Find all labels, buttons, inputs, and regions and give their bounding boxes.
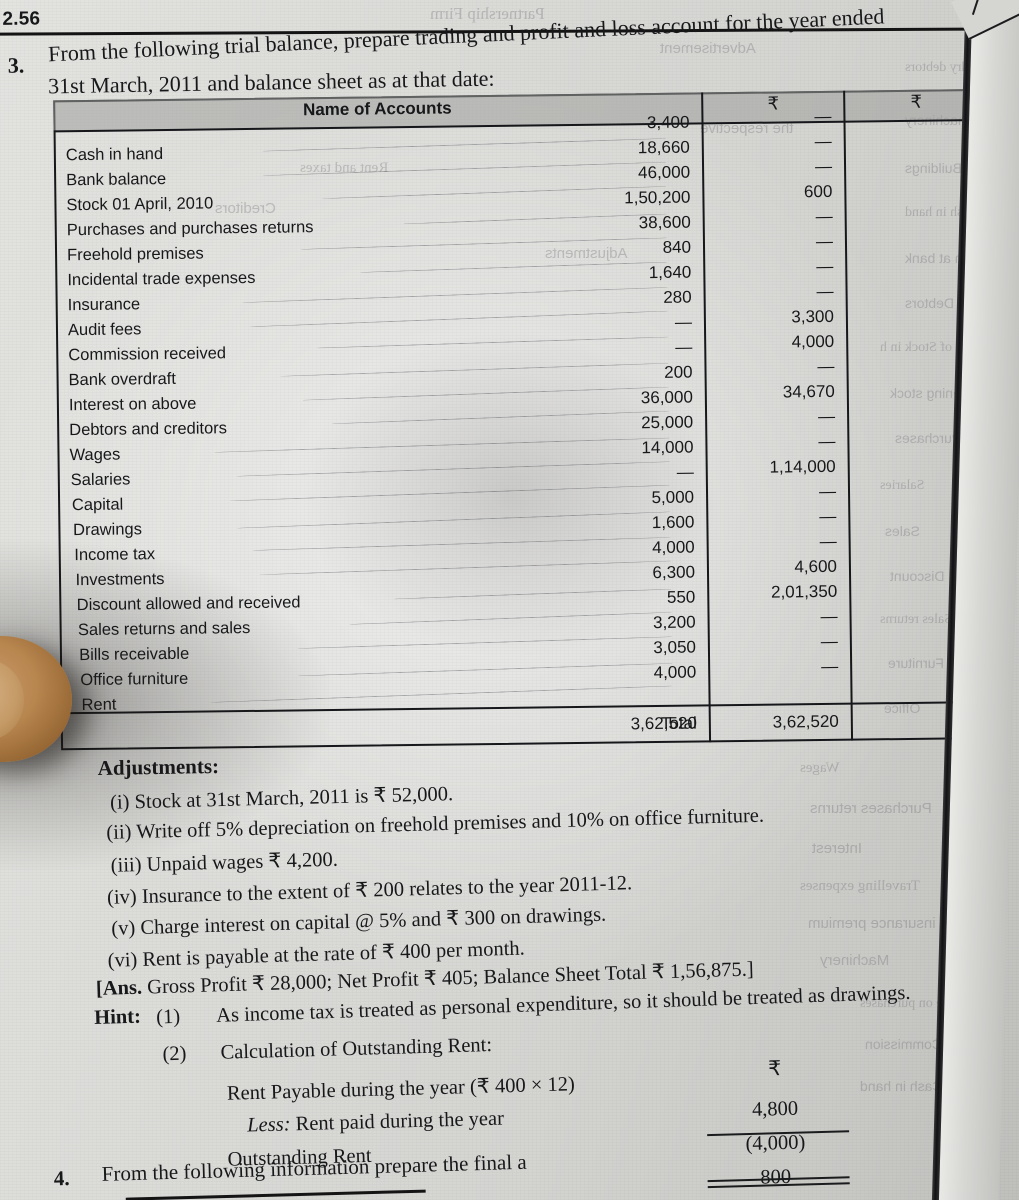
hint-currency-header: ₹ [767, 1058, 782, 1081]
account-name: Cash in hand [65, 145, 164, 165]
credit-amount: 4,000 [791, 331, 835, 352]
credit-amount: — [818, 481, 837, 502]
account-name: Bank overdraft [68, 369, 177, 390]
calc-line-label: Less: Rent paid during the year [246, 1107, 505, 1137]
credit-amount: 2,01,350 [770, 581, 838, 602]
debit-amount: — [674, 312, 693, 332]
next-question-table-edge [125, 1189, 426, 1200]
account-name: Wages [69, 445, 121, 465]
debit-amount: 200 [664, 362, 693, 382]
credit-amount: — [821, 656, 839, 677]
adjustment-item: (i) Stock at 31st March, 2011 is ₹ 52,00… [109, 783, 454, 814]
adjustment-item: (iii) Unpaid wages ₹ 4,200. [110, 848, 339, 877]
trial-balance-table: Name of Accounts ₹ ₹ Cash in hand 3,400— B… [53, 89, 980, 751]
credit-amount: — [815, 231, 834, 252]
account-name: Investments [75, 570, 165, 590]
credit-amount: — [820, 606, 838, 627]
total-credit-amount: 3,62,520 [772, 711, 839, 732]
account-name: Bills receivable [79, 644, 190, 665]
credit-amount: — [820, 631, 838, 652]
debit-amount: 6,300 [652, 562, 696, 583]
debit-amount: 25,000 [641, 412, 694, 433]
debit-amount: 5,000 [651, 487, 695, 508]
debit-amount: 1,50,200 [624, 187, 691, 208]
credit-amount: — [816, 256, 834, 277]
debit-amount: 3,200 [652, 612, 696, 633]
credit-amount: — [819, 531, 837, 552]
account-name: Freehold premises [66, 244, 204, 265]
credit-amount: 600 [803, 181, 833, 202]
hint-item-1-number: (1) [155, 1005, 181, 1029]
debit-amount: 840 [662, 237, 692, 257]
account-name: Stock 01 April, 2010 [66, 194, 214, 215]
debit-amount: 550 [666, 587, 696, 607]
pencil-underline [210, 685, 673, 703]
page-folio-number: 2.56 [2, 8, 41, 30]
account-name: Interest on above [68, 394, 197, 415]
credit-amount: 4,600 [794, 556, 838, 577]
credit-amount: — [819, 506, 837, 527]
total-debit-amount: 3,62,520 [630, 713, 697, 734]
debit-amount: — [675, 337, 693, 357]
calc-line-amount: 4,800 [751, 1097, 799, 1121]
credit-amount: — [818, 431, 836, 452]
debit-amount: 36,000 [640, 387, 693, 408]
debit-amount: 1,640 [648, 262, 692, 283]
account-name: Salaries [70, 470, 131, 490]
debit-amount: 38,600 [638, 212, 691, 233]
credit-amount: 34,670 [782, 381, 835, 402]
account-name: Incidental trade expenses [67, 268, 256, 290]
table-body: Cash in hand 3,400 — Bank balance 18,660 — Sto… [54, 107, 979, 714]
account-name: Debtors and creditors [69, 419, 228, 440]
credit-amount: — [814, 106, 832, 127]
account-name: Sales returns and sales [77, 618, 251, 640]
account-name: Office furniture [80, 669, 189, 690]
next-question-number: 4. [53, 1165, 70, 1191]
debit-amount: 3,400 [646, 112, 690, 133]
question-text-line-1: From the following trial balance, prepar… [47, 3, 885, 67]
answer-prefix: [Ans. [95, 976, 143, 1000]
credit-amount: — [815, 206, 833, 227]
debit-amount: 14,000 [641, 437, 694, 458]
credit-amount: 3,300 [791, 306, 834, 327]
next-question-text: From the following information prepare t… [101, 1149, 528, 1186]
debit-amount: 18,660 [637, 137, 690, 158]
hint-item-2-number: (2) [162, 1042, 187, 1066]
account-name: Income tax [74, 545, 156, 565]
account-name: Bank balance [66, 169, 167, 190]
debit-amount: 4,000 [652, 537, 695, 558]
debit-amount: 280 [663, 287, 692, 307]
account-name: Discount allowed and received [76, 593, 301, 615]
debit-amount: — [676, 462, 694, 482]
credit-amount: — [817, 356, 835, 377]
calc-line-label: Rent Payable during the year (₹ 400 × 12… [226, 1073, 576, 1105]
account-name: Audit fees [67, 320, 142, 340]
credit-amount: — [816, 281, 834, 302]
account-name: Drawings [73, 520, 143, 540]
debit-amount: 3,050 [653, 637, 697, 658]
account-name: Capital [71, 495, 124, 515]
hint-item-2-text: Calculation of Outstanding Rent: [220, 1033, 493, 1064]
debit-amount: 46,000 [637, 162, 691, 183]
account-name: Commission received [68, 344, 227, 365]
hint-label: Hint: [93, 1005, 142, 1029]
credit-amount: — [814, 131, 832, 152]
account-name: Purchases and purchases returns [66, 218, 314, 240]
credit-amount: 1,14,000 [769, 456, 836, 477]
debit-amount: 4,000 [653, 662, 697, 683]
credit-amount: — [817, 406, 836, 427]
debit-amount: 1,600 [651, 512, 695, 533]
adjustments-heading: Adjustments: [97, 753, 220, 780]
question-text-line-2: 31st March, 2011 and balance sheet as at… [47, 65, 495, 99]
question-number: 3. [7, 52, 25, 78]
account-name: Insurance [67, 295, 141, 315]
credit-amount: — [814, 156, 833, 177]
